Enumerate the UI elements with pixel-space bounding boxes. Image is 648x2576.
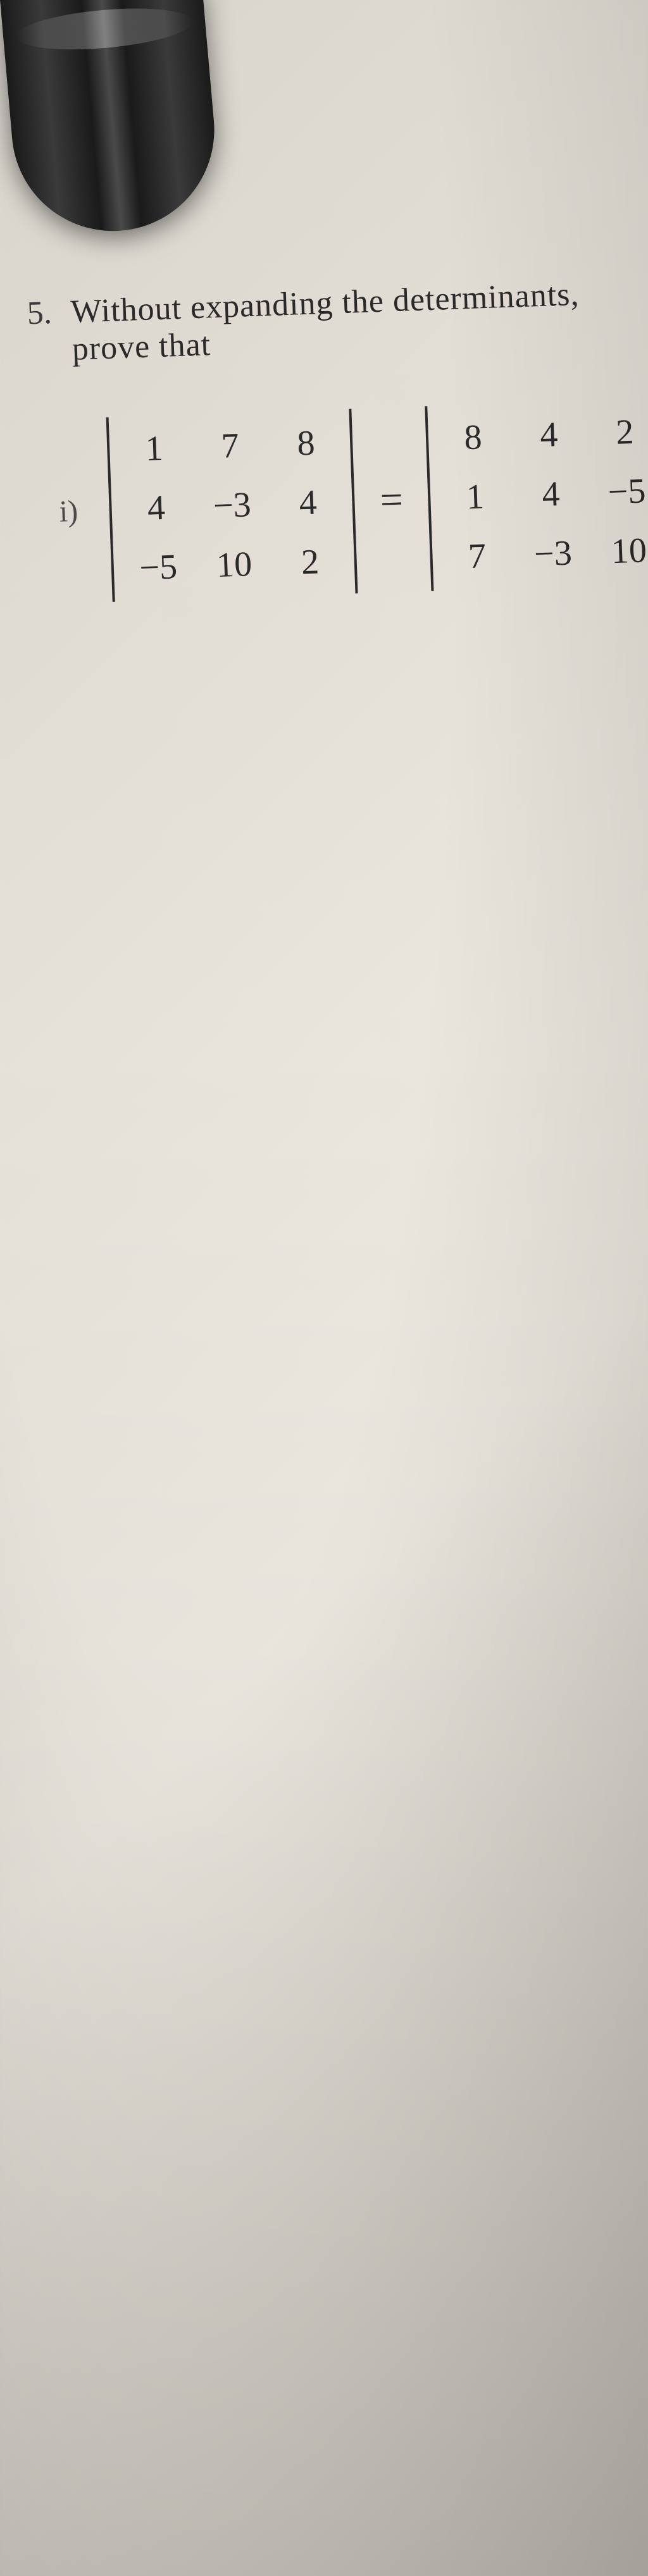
matrix-cell: −3	[213, 484, 252, 526]
matrix-cell: 10	[215, 544, 254, 586]
matrix-cell: 4	[289, 482, 328, 524]
matrix-cell: 4	[529, 414, 568, 456]
pen-object	[0, 0, 223, 240]
matrix-cell: 7	[210, 425, 249, 467]
matrix-cell: 7	[458, 536, 497, 577]
sub-label: i)	[59, 493, 78, 529]
right-determinant: 8 4 2 1 4 −5 7 −3 10	[425, 398, 648, 591]
matrix-cell: 4	[137, 487, 176, 529]
matrix-cell: 8	[286, 422, 325, 464]
question-number: 5.	[27, 294, 53, 332]
matrix-cell: 2	[605, 411, 644, 453]
matrix-cell: 1	[456, 476, 495, 518]
question-line: 5. Without expanding the determinants, p…	[27, 274, 614, 369]
matrix-cell: −5	[139, 546, 178, 588]
equals-sign: =	[379, 476, 404, 524]
paper-curve-shadow	[0, 1030, 648, 2576]
matrix-cell: 8	[453, 417, 492, 459]
matrix-cell: 1	[135, 428, 174, 469]
matrix-cell: 2	[290, 541, 330, 583]
page-content: 5. Without expanding the determinants, p…	[27, 274, 622, 605]
question-text: Without expanding the determinants, prov…	[70, 274, 614, 368]
matrix-cell: −5	[607, 471, 646, 512]
equation-row: i) 1 7 8 4 −3 4 −5 10 2 = 8 4	[56, 400, 622, 604]
left-matrix: 1 7 8 4 −3 4 −5 10 2	[109, 409, 356, 602]
matrix-cell: 10	[609, 530, 648, 572]
right-matrix: 8 4 2 1 4 −5 7 −3 10	[428, 398, 648, 591]
matrix-cell: 4	[532, 474, 571, 515]
left-determinant: 1 7 8 4 −3 4 −5 10 2	[106, 409, 358, 601]
matrix-cell: −3	[533, 533, 573, 574]
